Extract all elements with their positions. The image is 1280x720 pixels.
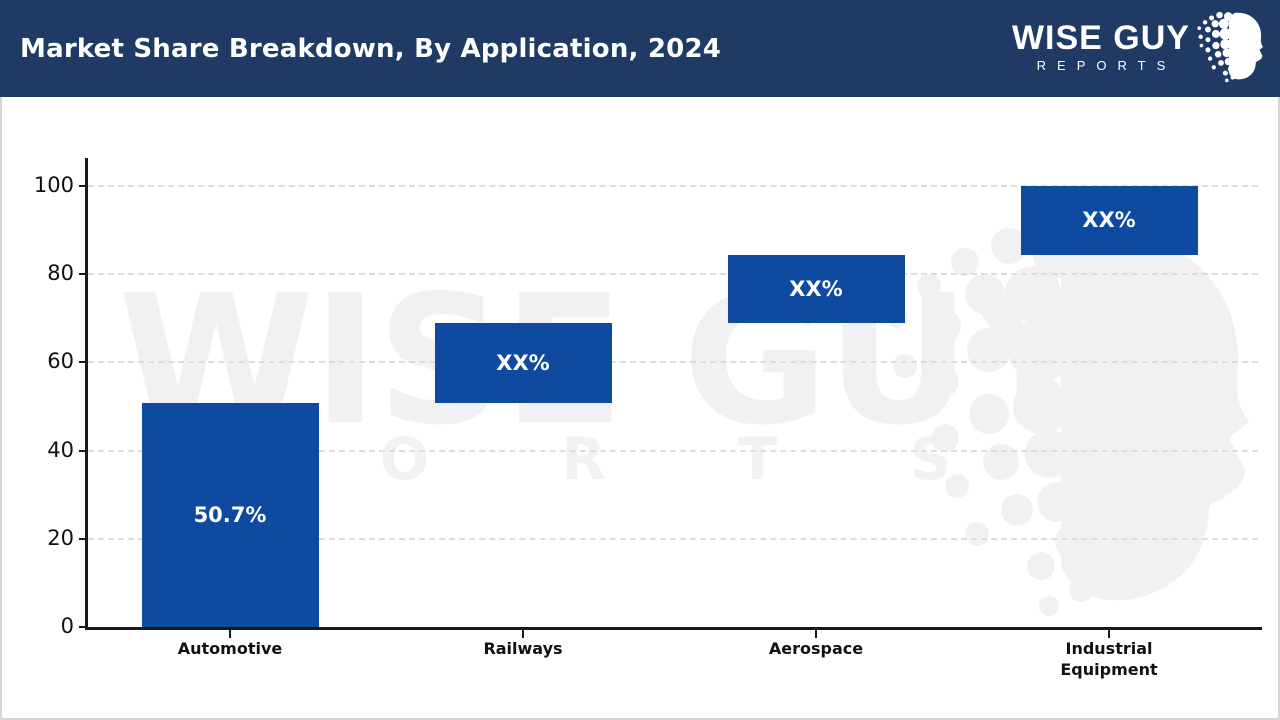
y-tick-60 — [79, 361, 88, 364]
bar-value-label: XX% — [1082, 208, 1136, 233]
y-tick-label-20: 20 — [47, 525, 74, 550]
y-tick-label-100: 100 — [33, 173, 74, 197]
y-tick-80 — [79, 273, 88, 276]
x-tick-aerospace — [815, 630, 817, 638]
category-label-industrial-equipment: Industrial Equipment — [1060, 639, 1158, 679]
category-label-aerospace: Aerospace — [768, 639, 864, 658]
y-tick-label-40: 40 — [47, 437, 74, 462]
brand-logo: WISE GUY REPORTS — [1012, 8, 1266, 86]
watermark-head-icon — [887, 228, 1249, 616]
gridline-100 — [88, 185, 1258, 187]
bar-railways: XX% — [434, 322, 612, 404]
y-tick-0 — [79, 626, 88, 628]
bar-industrial-equipment: XX% — [1020, 186, 1198, 255]
gridline-20 — [88, 537, 1258, 540]
bar-automotive: 50.7% — [141, 403, 319, 627]
category-label-railways: Railways — [483, 639, 563, 658]
brand-logo-text: WISE GUY REPORTS — [1011, 18, 1190, 74]
y-tick-100 — [79, 185, 88, 187]
y-axis-line — [85, 158, 88, 630]
bar-value-label: 50.7% — [193, 503, 267, 528]
category-label-automotive: Automotive — [177, 639, 283, 658]
watermark-text-reports: P O R T S — [205, 425, 1008, 493]
gridline-60 — [88, 361, 1258, 364]
y-tick-40 — [79, 449, 88, 452]
gridline-40 — [88, 449, 1258, 452]
bar-value-label: XX% — [789, 276, 843, 301]
y-tick-label-0: 0 — [60, 614, 74, 638]
header-bar: Market Share Breakdown, By Application, … — [0, 0, 1280, 97]
brand-subtitle: REPORTS — [1036, 58, 1177, 74]
bar-value-label: XX% — [496, 351, 550, 376]
x-tick-railways — [522, 630, 524, 638]
bar-aerospace: XX% — [727, 254, 905, 323]
page-title: Market Share Breakdown, By Application, … — [20, 33, 722, 64]
y-tick-label-80: 80 — [47, 261, 74, 286]
gridline-80 — [88, 273, 1258, 276]
brand-name: WISE GUY — [1011, 18, 1190, 57]
x-axis-line — [85, 627, 1262, 630]
brand-head-icon — [1197, 11, 1264, 83]
x-tick-automotive — [229, 630, 231, 638]
x-tick-industrial-equipment — [1108, 630, 1110, 638]
y-tick-20 — [79, 537, 88, 540]
y-tick-label-60: 60 — [47, 349, 74, 374]
